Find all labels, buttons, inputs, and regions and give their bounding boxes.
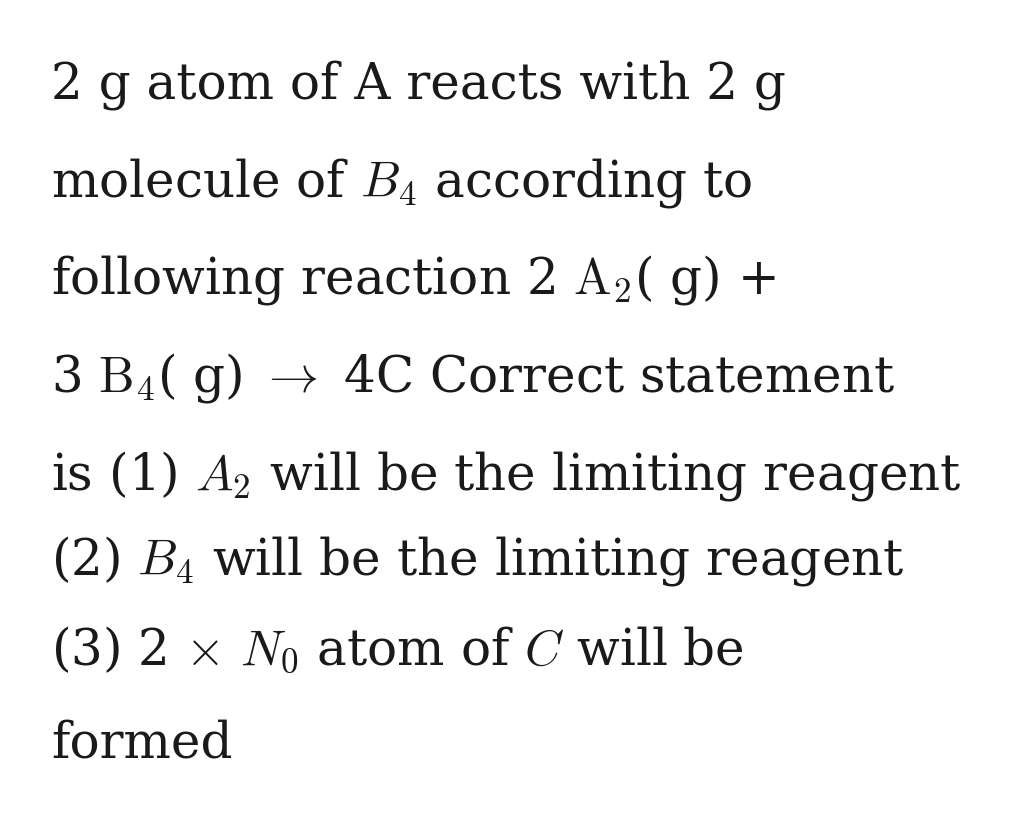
Text: molecule of $B_4$ according to: molecule of $B_4$ according to bbox=[51, 156, 753, 210]
Text: 3 $\mathrm{B_4}$( g) $\rightarrow$ 4C Correct statement: 3 $\mathrm{B_4}$( g) $\rightarrow$ 4C Co… bbox=[51, 351, 896, 405]
Text: formed: formed bbox=[51, 720, 232, 768]
Text: following reaction 2 $\mathrm{A_2}$( g) +: following reaction 2 $\mathrm{A_2}$( g) … bbox=[51, 254, 776, 307]
Text: 2 g atom of A reacts with 2 g: 2 g atom of A reacts with 2 g bbox=[51, 60, 786, 111]
Text: (2) $B_4$ will be the limiting reagent: (2) $B_4$ will be the limiting reagent bbox=[51, 534, 905, 588]
Text: (3) 2 $\times$ $N_0$ atom of $C$ will be: (3) 2 $\times$ $N_0$ atom of $C$ will be bbox=[51, 625, 744, 676]
Text: is (1) $A_2$ will be the limiting reagent: is (1) $A_2$ will be the limiting reagen… bbox=[51, 449, 962, 502]
